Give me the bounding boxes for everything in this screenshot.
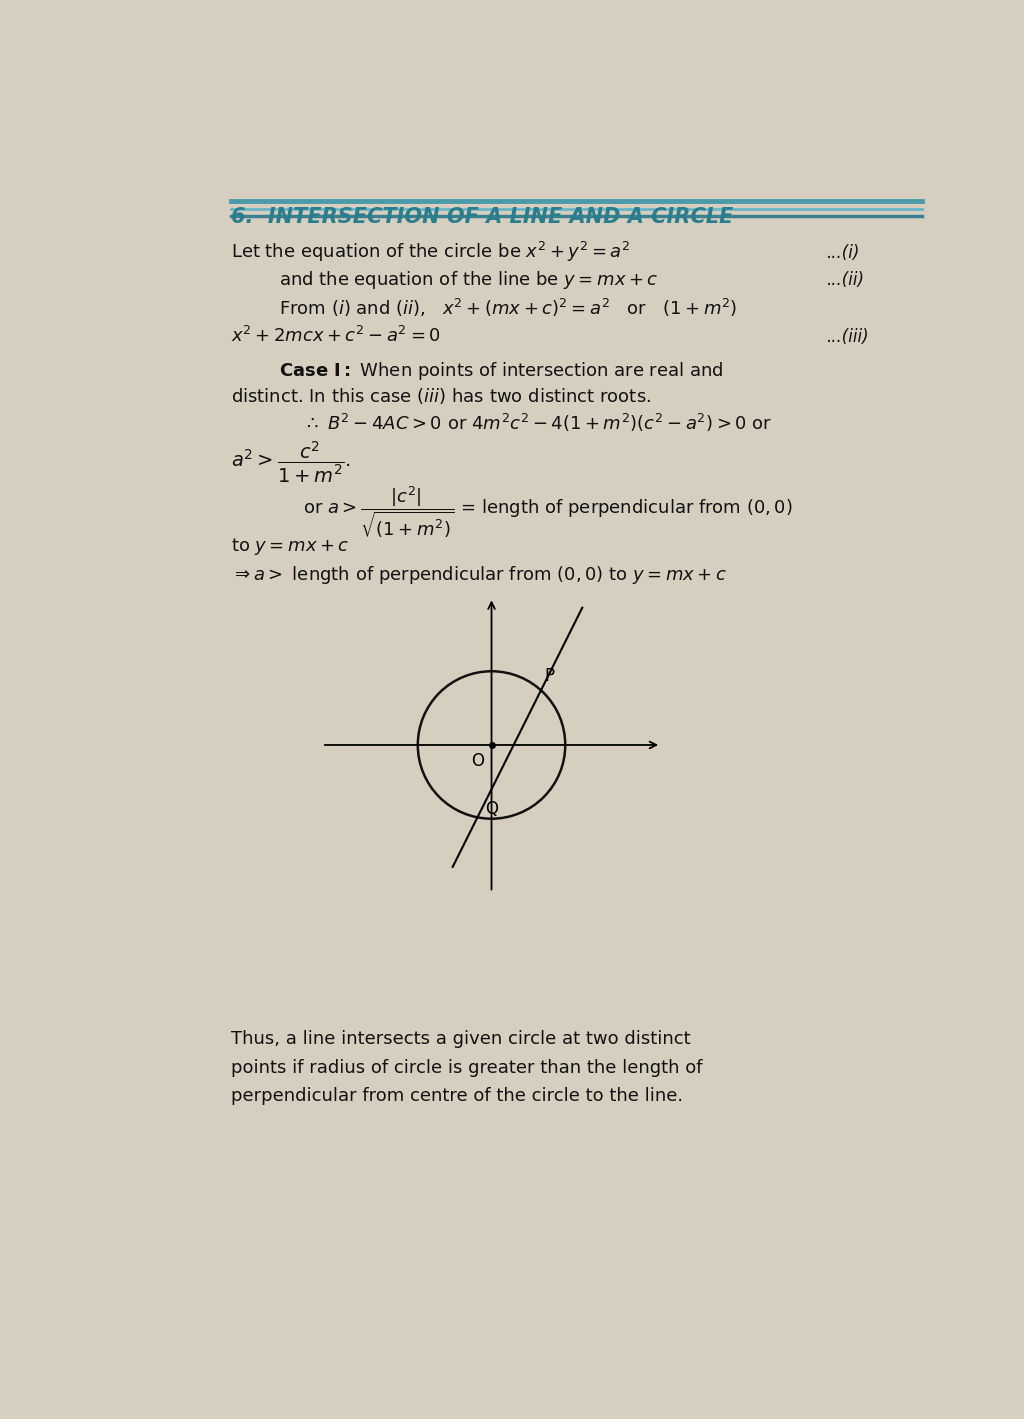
Text: From $(i)$ and $(ii)$,   $x^2 + (mx + c)^2 = a^2$   or   $(1 + m^2)$: From $(i)$ and $(ii)$, $x^2 + (mx + c)^2… — [279, 297, 737, 318]
Text: Let the equation of the circle be $x^2 + y^2 = a^2$: Let the equation of the circle be $x^2 +… — [231, 240, 631, 264]
Text: distinct. In this case $(iii)$ has two distinct roots.: distinct. In this case $(iii)$ has two d… — [231, 386, 651, 406]
Text: ...(i): ...(i) — [826, 244, 860, 261]
Text: $x^2 + 2mcx + c^2 - a^2 = 0$: $x^2 + 2mcx + c^2 - a^2 = 0$ — [231, 326, 441, 346]
Text: and the equation of the line be $y = mx + c$: and the equation of the line be $y = mx … — [279, 270, 658, 291]
Text: Thus, a line intersects a given circle at two distinct
points if radius of circl: Thus, a line intersects a given circle a… — [231, 1030, 702, 1105]
Text: to $y = mx + c$: to $y = mx + c$ — [231, 535, 349, 556]
Text: 6.  INTERSECTION OF A LINE AND A CIRCLE: 6. INTERSECTION OF A LINE AND A CIRCLE — [231, 207, 733, 227]
Text: Q: Q — [484, 800, 498, 817]
Text: or $a > \dfrac{|c^2|}{\sqrt{(1+m^2)}}$ = length of perpendicular from $(0, 0)$: or $a > \dfrac{|c^2|}{\sqrt{(1+m^2)}}$ =… — [303, 484, 793, 541]
Text: $a^2 > \dfrac{c^2}{1 + m^2}.$: $a^2 > \dfrac{c^2}{1 + m^2}.$ — [231, 440, 351, 485]
Text: P: P — [545, 667, 555, 685]
Text: O: O — [471, 752, 484, 769]
Text: $\therefore\ B^2 - 4AC > 0$ or $4m^2c^2 - 4(1 + m^2)(c^2 - a^2) > 0$ or: $\therefore\ B^2 - 4AC > 0$ or $4m^2c^2 … — [303, 413, 772, 434]
Text: ...(iii): ...(iii) — [826, 328, 869, 346]
Text: $\mathbf{Case\ I:}$ When points of intersection are real and: $\mathbf{Case\ I:}$ When points of inter… — [279, 359, 723, 382]
Text: $\Rightarrow a >$ length of perpendicular from $(0, 0)$ to $y = mx + c$: $\Rightarrow a >$ length of perpendicula… — [231, 563, 727, 586]
Text: ...(ii): ...(ii) — [826, 271, 864, 289]
